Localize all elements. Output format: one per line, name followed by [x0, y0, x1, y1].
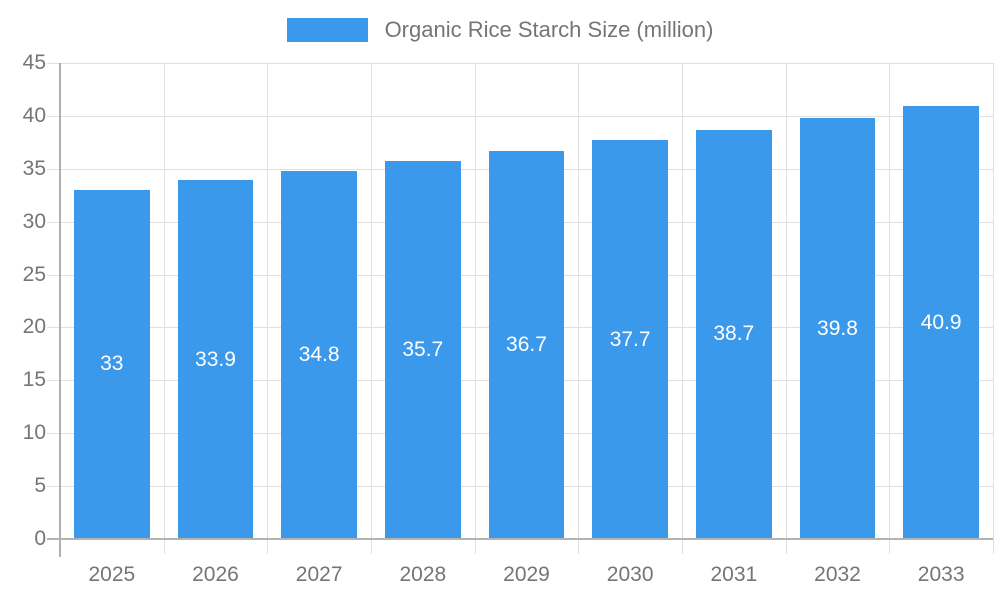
x-axis-tick-label: 2033 — [917, 563, 965, 586]
v-gridline — [681, 63, 683, 554]
bar-value-label: 33 — [100, 352, 124, 376]
x-axis-tick-label: 2029 — [503, 563, 550, 586]
legend-item[interactable]: Organic Rice Starch Size (million) — [286, 17, 714, 43]
v-gridline — [267, 63, 269, 554]
v-gridline — [474, 63, 476, 554]
y-tick-mark — [47, 380, 60, 382]
bar-2033[interactable]: 40.9 — [903, 106, 979, 539]
bar-value-label: 38.7 — [713, 322, 755, 346]
y-axis-tick-label: 30 — [22, 209, 46, 233]
v-gridline — [370, 63, 372, 554]
y-axis-tick-label: 25 — [22, 262, 46, 286]
bar-value-label: 33.9 — [195, 347, 236, 371]
bar-2028[interactable]: 35.7 — [384, 161, 461, 539]
v-gridline — [578, 63, 580, 554]
y-tick-mark — [47, 486, 60, 488]
v-gridline — [993, 63, 994, 554]
bar-value-label: 39.8 — [817, 316, 858, 340]
y-tick-mark — [47, 274, 60, 276]
y-axis-tick-label: 0 — [34, 527, 46, 550]
x-axis-tick-label: 2030 — [606, 563, 654, 586]
bar-2030[interactable]: 37.7 — [592, 140, 668, 539]
y-axis-tick-label: 40 — [22, 103, 46, 127]
bar-2032[interactable]: 39.8 — [799, 118, 876, 539]
v-gridline — [163, 63, 165, 554]
y-tick-mark — [47, 221, 60, 223]
x-axis-line — [47, 538, 993, 540]
y-tick-mark — [47, 327, 60, 329]
x-axis-tick-label: 2025 — [88, 563, 136, 586]
y-axis-tick-label: 5 — [34, 474, 46, 498]
bar-value-label: 34.8 — [298, 342, 340, 366]
y-tick-mark — [47, 115, 60, 117]
bar-value-label: 40.9 — [920, 310, 962, 334]
y-axis-tick-label: 35 — [22, 156, 46, 180]
bar-cell: 33.9 — [164, 63, 268, 539]
bar-cell: 35.7 — [371, 63, 475, 539]
y-axis-labels: 0 5 10 15 20 25 30 35 40 45 — [0, 51, 46, 550]
bar-cell: 37.7 — [578, 63, 682, 539]
y-axis-line — [59, 63, 61, 557]
legend-label: Organic Rice Starch Size (million) — [384, 17, 714, 42]
bar-2031[interactable]: 38.7 — [695, 129, 772, 539]
bar-2026[interactable]: 33.9 — [177, 180, 254, 539]
h-gridline — [60, 63, 993, 64]
chart-legend: Organic Rice Starch Size (million) — [0, 17, 1000, 43]
bar-cell: 38.7 — [682, 63, 786, 539]
bar-cell: 39.8 — [786, 63, 890, 539]
x-axis-labels: 2025 2026 2027 2028 2029 2030 2031 2032 2033 — [60, 539, 993, 589]
x-axis-tick-label: 2031 — [710, 563, 758, 586]
bar-cell: 40.9 — [889, 63, 993, 539]
legend-swatch-icon — [286, 18, 368, 42]
bar-value-label: 35.7 — [402, 338, 444, 362]
y-tick-mark — [47, 168, 60, 170]
y-tick-mark — [47, 433, 60, 435]
y-axis-tick-label: 15 — [22, 368, 46, 392]
plot-area: 33 33.9 34.8 35.7 36.7 37.7 38.7 39.8 40.9 — [47, 63, 994, 557]
x-axis-tick-label: 2032 — [814, 563, 861, 586]
bar-2025[interactable]: 33 — [73, 189, 150, 539]
x-axis-tick-label: 2028 — [399, 563, 447, 586]
x-axis-tick-label: 2026 — [192, 563, 239, 586]
v-gridline — [785, 63, 787, 554]
y-axis-tick-label: 10 — [22, 421, 46, 445]
h-gridline — [60, 115, 993, 117]
x-axis-tick-label: 2027 — [295, 563, 343, 586]
y-axis-tick-label: 20 — [22, 315, 46, 339]
y-axis-tick-label: 45 — [22, 51, 46, 74]
v-gridline — [889, 63, 891, 554]
bar-cell: 33 — [60, 63, 164, 539]
bar-cell: 36.7 — [475, 63, 579, 539]
bar-2029[interactable]: 36.7 — [488, 150, 565, 539]
bar-2027[interactable]: 34.8 — [281, 170, 357, 539]
bar-value-label: 36.7 — [506, 332, 547, 356]
bar-value-label: 37.7 — [609, 327, 651, 351]
y-tick-mark — [47, 63, 60, 64]
bar-cell: 34.8 — [267, 63, 371, 539]
